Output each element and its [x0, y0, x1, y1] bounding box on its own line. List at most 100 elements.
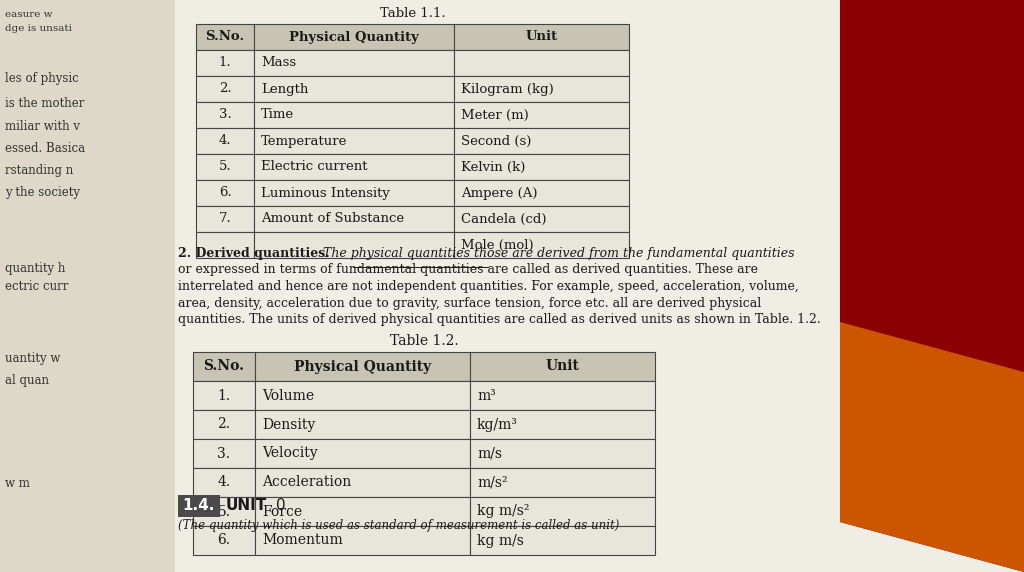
Text: les of physic: les of physic [5, 72, 79, 85]
Text: uantity w: uantity w [5, 352, 60, 365]
Text: Candela (cd): Candela (cd) [461, 213, 547, 225]
Text: The physical quantities those are derived from the fundamental quantities: The physical quantities those are derive… [323, 247, 795, 260]
Bar [254, 154, 454, 180]
Bar [193, 497, 255, 526]
Text: 1.4.: 1.4. [183, 499, 215, 514]
Text: (The quantity which is used as standard of measurement is called as unit): (The quantity which is used as standard … [178, 519, 620, 532]
Text: Electric current: Electric current [261, 161, 368, 173]
Bar [254, 232, 454, 258]
Text: or expressed in terms of fundamental quantities are called as derived quantities: or expressed in terms of fundamental qua… [178, 264, 758, 276]
Text: 5.: 5. [219, 161, 231, 173]
Text: al quan: al quan [5, 374, 49, 387]
Bar [196, 24, 254, 50]
Bar [255, 352, 470, 381]
Bar [196, 154, 254, 180]
Text: 7.: 7. [219, 213, 231, 225]
Text: miliar with v: miliar with v [5, 120, 80, 133]
Bar [454, 232, 629, 258]
Bar [254, 102, 454, 128]
Text: is the mother: is the mother [5, 97, 84, 110]
Text: 2. Derived quantities.: 2. Derived quantities. [178, 247, 334, 260]
Text: m/s: m/s [477, 447, 502, 460]
Text: Table 1.1.: Table 1.1. [380, 7, 445, 20]
Text: y the society: y the society [5, 186, 80, 199]
Text: Mole (mol): Mole (mol) [461, 239, 534, 252]
Polygon shape [840, 0, 1024, 572]
Text: Luminous Intensity: Luminous Intensity [261, 186, 390, 200]
Text: quantity h: quantity h [5, 262, 66, 275]
Bar [196, 180, 254, 206]
Text: 5.: 5. [217, 505, 230, 518]
Text: interrelated and hence are not independent quantities. For example, speed, accel: interrelated and hence are not independe… [178, 280, 799, 293]
Text: w m: w m [5, 477, 30, 490]
Bar [196, 76, 254, 102]
Text: S.No.: S.No. [204, 359, 245, 374]
Text: UNIT: UNIT [226, 499, 267, 514]
Bar [470, 410, 655, 439]
Text: 1.: 1. [217, 388, 230, 403]
Bar [254, 206, 454, 232]
Text: Physical Quantity: Physical Quantity [289, 30, 419, 43]
Text: essed. Basica: essed. Basica [5, 142, 85, 155]
Text: Meter (m): Meter (m) [461, 109, 528, 121]
Bar [254, 50, 454, 76]
Bar [193, 410, 255, 439]
Bar [254, 128, 454, 154]
Bar [178, 495, 220, 517]
Text: kg m/s²: kg m/s² [477, 505, 529, 518]
Bar [470, 381, 655, 410]
Bar [470, 468, 655, 497]
Text: kg/m³: kg/m³ [477, 418, 518, 431]
Text: m/s²: m/s² [477, 475, 508, 490]
Text: Density: Density [262, 418, 315, 431]
Bar [193, 526, 255, 555]
Text: quantities. The units of derived physical quantities are called as derived units: quantities. The units of derived physica… [178, 313, 821, 326]
Bar [255, 526, 470, 555]
Text: Acceleration: Acceleration [262, 475, 351, 490]
Text: Ampere (A): Ampere (A) [461, 186, 538, 200]
Bar [255, 439, 470, 468]
Text: Second (s): Second (s) [461, 134, 531, 148]
Bar [196, 128, 254, 154]
Bar [454, 50, 629, 76]
Text: Table 1.2.: Table 1.2. [390, 334, 459, 348]
Text: 6.: 6. [219, 186, 231, 200]
Text: Amount of Substance: Amount of Substance [261, 213, 404, 225]
Bar [196, 232, 254, 258]
Bar [196, 206, 254, 232]
Text: 4.: 4. [217, 475, 230, 490]
Text: Momentum: Momentum [262, 534, 343, 547]
Bar [454, 128, 629, 154]
Bar [255, 468, 470, 497]
Bar [196, 50, 254, 76]
Text: 2.: 2. [219, 82, 231, 96]
Text: ectric curr: ectric curr [5, 280, 69, 293]
Bar [470, 439, 655, 468]
Text: Length: Length [261, 82, 308, 96]
Text: 3.: 3. [219, 109, 231, 121]
Text: Time: Time [261, 109, 294, 121]
Text: Kelvin (k): Kelvin (k) [461, 161, 525, 173]
Bar [255, 410, 470, 439]
Bar [193, 439, 255, 468]
Text: Velocity: Velocity [262, 447, 317, 460]
Bar [193, 468, 255, 497]
Bar [470, 352, 655, 381]
Text: 1.: 1. [219, 57, 231, 70]
Bar [0, 0, 175, 572]
Bar [254, 24, 454, 50]
Text: Physical Quantity: Physical Quantity [294, 359, 431, 374]
Text: area, density, acceleration due to gravity, surface tension, force etc. all are : area, density, acceleration due to gravi… [178, 296, 761, 309]
Text: S.No.: S.No. [206, 30, 245, 43]
Text: 2.: 2. [217, 418, 230, 431]
Bar [196, 102, 254, 128]
Bar [454, 180, 629, 206]
Bar [193, 352, 255, 381]
Bar [254, 76, 454, 102]
Text: Mass: Mass [261, 57, 296, 70]
Text: Unit: Unit [525, 30, 557, 43]
Text: 0: 0 [276, 499, 286, 514]
Text: Temperature: Temperature [261, 134, 347, 148]
Bar [470, 526, 655, 555]
Bar [790, 0, 840, 572]
